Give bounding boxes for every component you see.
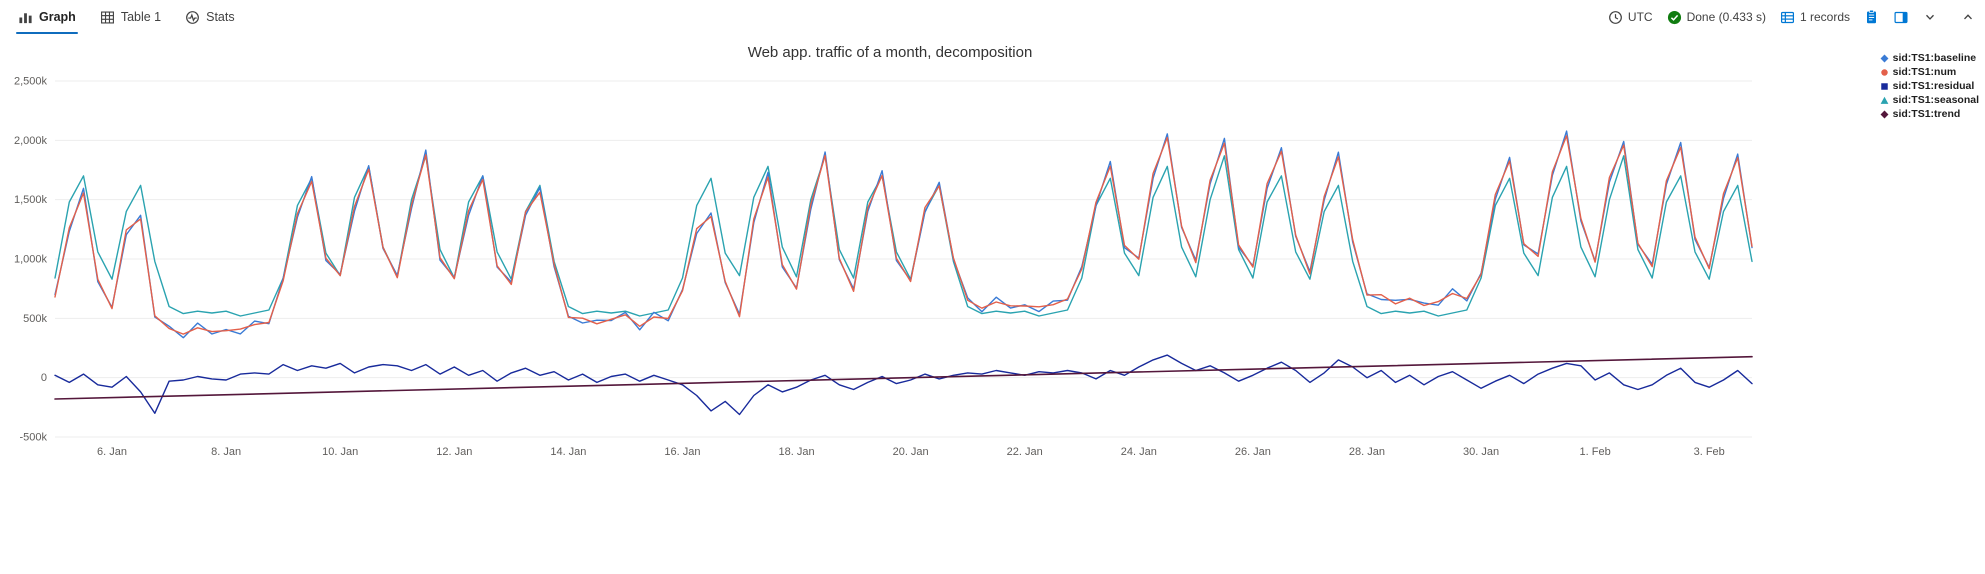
chart-title: Web app. traffic of a month, decompositi… [747,44,1033,61]
timezone-label: UTC [1627,10,1653,24]
legend-label: sid:TS1:residual [1892,80,1975,92]
x-axis-label: 6. Jan [97,446,127,458]
x-axis-label: 12. Jan [436,446,472,458]
triangle-marker-icon [1880,96,1888,104]
series-line-sid:TS1:trend[interactable] [54,355,1753,400]
x-axis-label: 1. Feb [1580,446,1611,458]
series-line-sid:TS1:residual[interactable] [54,354,1753,416]
tab-graph[interactable]: Graph [6,0,88,34]
records-label: 1 records [1799,10,1850,24]
result-tabs: Graph Table 1 Stats [6,0,247,34]
series-line-sid:TS1:baseline[interactable] [54,130,1753,339]
y-axis-label: 1,000k [14,254,48,266]
legend-label: sid:TS1:seasonal [1892,94,1979,106]
x-axis-label: 20. Jan [893,446,929,458]
y-axis-label: 0 [41,372,47,384]
copy-button[interactable] [1864,9,1879,25]
chart-panel: Web app. traffic of a month, decompositi… [0,34,1985,534]
x-axis-label: 26. Jan [1235,446,1271,458]
legend-item[interactable]: sid:TS1:baseline [1880,52,1976,64]
time-series-chart[interactable]: -500k 0 500k 1,000k 1,500k 2,000k 2,500k 6. Jan… [0,36,1985,476]
x-axis-label: 8. Jan [211,446,241,458]
legend-label: sid:TS1:trend [1892,108,1961,120]
panel-layout-button[interactable] [1893,10,1909,25]
x-axis-label: 10. Jan [322,446,358,458]
legend-item[interactable]: sid:TS1:residual [1880,80,1975,92]
tab-stats[interactable]: Stats [173,0,247,34]
x-axis-label: 30. Jan [1463,446,1499,458]
tab-table-1[interactable]: Table 1 [88,0,173,34]
toolbar-status-group: UTC Done (0.433 s) 1 records [1608,9,1975,25]
status-label: Done (0.433 s) [1686,10,1766,24]
series-line-sid:TS1:seasonal[interactable] [54,155,1753,317]
legend-item[interactable]: sid:TS1:num [1880,66,1957,78]
x-axis-label: 28. Jan [1349,446,1385,458]
x-axis-label: 24. Jan [1121,446,1157,458]
y-axis-label: 2,500k [14,76,48,88]
y-axis-label: 2,000k [14,135,48,147]
x-axis-label: 16. Jan [664,446,700,458]
results-toolbar: Graph Table 1 Stats [0,0,1985,34]
bar-chart-icon [18,10,33,25]
x-axis-label: 14. Jan [550,446,586,458]
square-marker-icon [1880,82,1888,90]
x-axis-label: 3. Feb [1694,446,1725,458]
diamond-marker-icon [1880,110,1889,118]
tab-stats-label: Stats [206,10,235,24]
legend-item[interactable]: sid:TS1:seasonal [1880,94,1979,106]
table-rows-icon [1780,10,1795,25]
clock-icon [1608,10,1623,25]
legend-item[interactable]: sid:TS1:trend [1880,108,1961,120]
chart-legend: sid:TS1:baseline sid:TS1:num sid:TS1:resid… [1880,52,1979,120]
check-circle-icon [1667,10,1682,25]
legend-label: sid:TS1:num [1892,66,1957,78]
tab-table-1-label: Table 1 [120,10,162,24]
query-status[interactable]: Done (0.433 s) [1667,10,1766,25]
x-axis-label: 18. Jan [778,446,814,458]
tab-graph-label: Graph [39,10,76,24]
y-axis-label: 1,500k [14,194,48,206]
collapse-panel-button[interactable] [1961,10,1975,24]
legend-label: sid:TS1:baseline [1892,52,1977,64]
table-grid-icon [100,10,115,25]
timezone-selector[interactable]: UTC [1608,10,1653,25]
series-line-sid:TS1:num[interactable] [54,135,1753,335]
x-axis-label: 22. Jan [1007,446,1043,458]
record-count: 1 records [1780,10,1850,25]
stats-pulse-icon [185,10,200,25]
diamond-marker-icon [1880,54,1889,62]
more-options-button[interactable] [1923,10,1937,24]
circle-marker-icon [1880,68,1888,76]
y-axis-label: -500k [19,432,47,444]
y-axis-label: 500k [23,313,47,325]
